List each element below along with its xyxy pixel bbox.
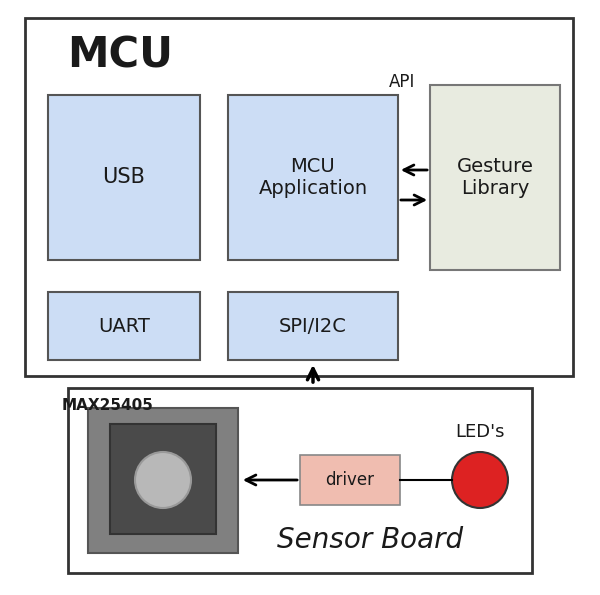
- Bar: [300, 455, 400, 505]
- Text: MCU
Application: MCU Application: [259, 156, 368, 198]
- Text: MAX25405: MAX25405: [62, 399, 154, 414]
- Bar: [110, 424, 216, 534]
- Text: Gesture
Library: Gesture Library: [457, 156, 533, 198]
- Text: SPI/I2C: SPI/I2C: [279, 317, 347, 336]
- Circle shape: [135, 452, 191, 508]
- Text: UART: UART: [98, 317, 150, 336]
- Text: driver: driver: [325, 471, 374, 489]
- Circle shape: [452, 452, 508, 508]
- Text: Sensor Board: Sensor Board: [277, 526, 463, 554]
- Bar: [48, 95, 200, 260]
- Bar: [88, 408, 238, 553]
- Bar: [228, 95, 398, 260]
- Bar: [48, 292, 200, 360]
- Text: API: API: [389, 73, 415, 91]
- Bar: [25, 18, 573, 376]
- Text: MCU: MCU: [67, 34, 173, 76]
- Bar: [68, 388, 532, 573]
- Bar: [228, 292, 398, 360]
- Bar: [430, 85, 560, 270]
- Text: USB: USB: [103, 167, 145, 187]
- Text: LED's: LED's: [455, 423, 505, 441]
